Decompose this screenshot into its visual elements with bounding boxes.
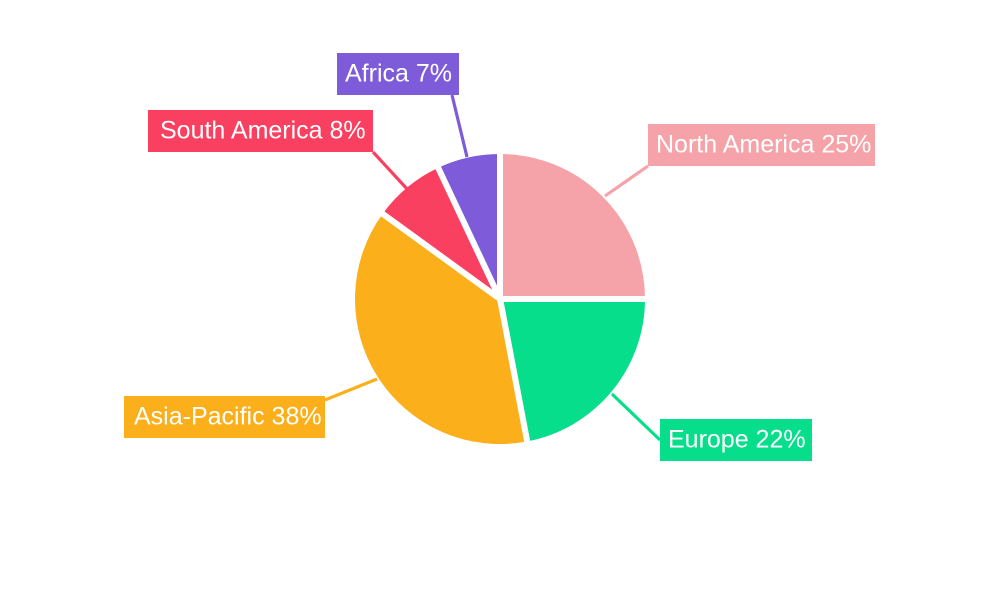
label-box-north-america[interactable] [648,124,875,166]
pie-slices-group [349,148,651,450]
slice-labels-group: North America 25% Europe 22% Asia-Pacific … [124,53,875,461]
leader-line-north-america [604,164,649,198]
label-text-north-america: North America 25% [656,131,871,159]
leader-line-europe [610,392,662,442]
label-box-africa[interactable] [337,53,459,95]
label-text-africa: Africa 7% [345,60,452,88]
leader-line-south-america [371,150,410,192]
label-text-south-america: South America 8% [160,117,366,145]
label-text-europe: Europe 22% [668,426,806,454]
leader-line-africa [450,94,469,158]
label-box-europe[interactable] [660,419,812,461]
label-box-asia-pacific[interactable] [124,396,325,438]
leader-lines-group [324,94,662,442]
label-text-asia-pacific: Asia-Pacific 38% [134,403,322,431]
leader-line-asia-pacific [324,377,378,402]
label-box-south-america[interactable] [148,110,373,152]
pie-slice-europe[interactable] [497,296,651,448]
